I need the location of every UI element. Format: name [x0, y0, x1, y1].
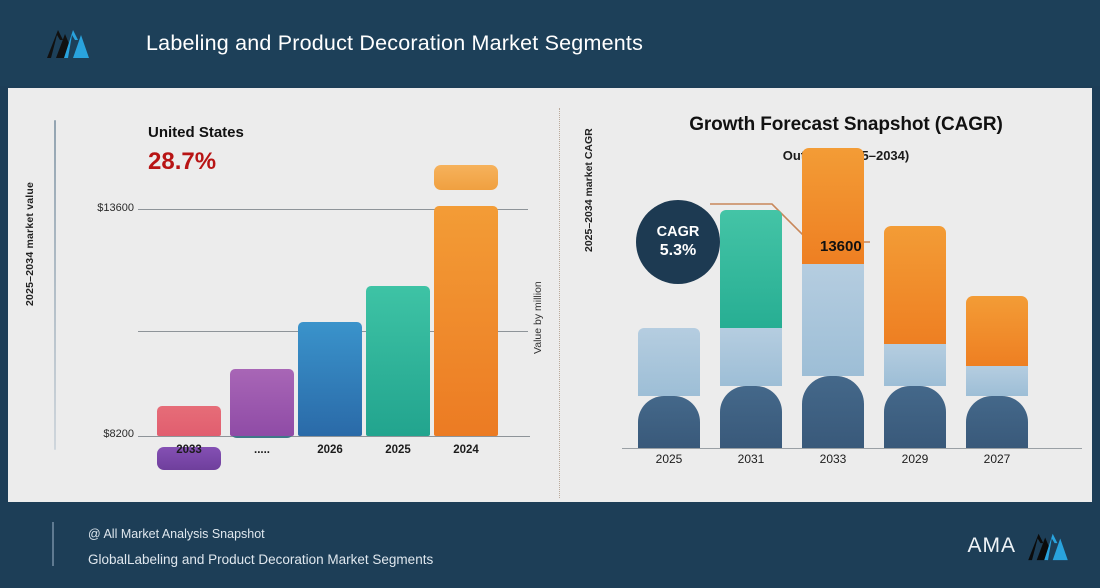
- segment-lightblue: [720, 328, 782, 386]
- left-y-axis-title: 2025–2034 market value: [24, 181, 36, 306]
- segment-lightblue: [884, 344, 946, 386]
- right-chart-panel: Growth Forecast Snapshot (CAGR) Outlook …: [600, 88, 1092, 502]
- segment-slate: [884, 386, 946, 448]
- right-y-axis-title: 2025–2034 market CAGR: [583, 128, 595, 252]
- segment-slate: [638, 396, 700, 448]
- right-chart-title: Growth Forecast Snapshot (CAGR): [689, 114, 1003, 135]
- segment-lightblue: [966, 366, 1028, 396]
- header-bar: Labeling and Product Decoration Market S…: [0, 0, 1100, 86]
- ama-mountain-logo-icon: [45, 26, 91, 60]
- footer-brand-word: AMA: [967, 534, 1016, 557]
- left-y-axis-line: [54, 120, 56, 450]
- cagr-badge-value: 5.3%: [659, 241, 697, 259]
- left-xcat-3: 2025: [385, 444, 411, 456]
- region-label: United States: [148, 124, 244, 141]
- segment-slate: [966, 396, 1028, 448]
- left-xcat-4: 2024: [453, 444, 479, 456]
- segment-orange: [966, 296, 1028, 366]
- y-tick-bottom: $8200: [103, 428, 134, 440]
- right-xcat-3: 2029: [901, 452, 929, 466]
- y-tick-top: $13600: [97, 202, 134, 214]
- segment-slate: [802, 376, 864, 448]
- bar-2025: [366, 286, 430, 436]
- region-value: 28.7%: [148, 148, 217, 175]
- stacked-bar-2029: [884, 226, 946, 448]
- footer-line-1: @ All Market Analysis Snapshot: [88, 527, 265, 541]
- bar-2026: [298, 322, 362, 436]
- stacked-bar-2033: [802, 148, 864, 448]
- value-by-million-label: Value by million: [532, 281, 544, 354]
- footer-bar: @ All Market Analysis Snapshot GlobalLab…: [0, 502, 1100, 588]
- bar-2024: [434, 206, 498, 436]
- gridline-top: [138, 209, 528, 210]
- segment-orange: [802, 148, 864, 264]
- left-baseline: [138, 436, 530, 437]
- segment-teal: [720, 210, 782, 328]
- page-title: Labeling and Product Decoration Market S…: [146, 30, 644, 55]
- segment-orange: [884, 226, 946, 344]
- panel-divider: [559, 108, 560, 498]
- footer-divider: [52, 522, 54, 566]
- stacked-bar-2027: [966, 296, 1028, 448]
- right-xcat-1: 2031: [737, 452, 765, 466]
- marker-pill-2024: [434, 165, 498, 190]
- bar-callout-value: 13600: [820, 238, 862, 255]
- left-xcat-1: .....: [254, 444, 270, 456]
- right-xcat-2: 2033: [819, 452, 847, 466]
- cagr-badge: CAGR 5.3%: [636, 200, 720, 284]
- right-xcat-4: 2027: [983, 452, 1011, 466]
- footer-line-2: GlobalLabeling and Product Decoration Ma…: [88, 552, 434, 567]
- stacked-bar-2025: [638, 328, 700, 448]
- left-xcat-2: 2026: [317, 444, 343, 456]
- ama-mountain-logo-icon: [1028, 533, 1068, 561]
- footer-brand: AMA: [967, 530, 1070, 562]
- bar-2033: [157, 406, 221, 436]
- right-baseline: [622, 448, 1082, 449]
- bar-dots: [230, 369, 294, 436]
- segment-lightblue: [802, 264, 864, 376]
- right-xcat-0: 2025: [655, 452, 683, 466]
- stacked-bar-2031: [720, 210, 782, 448]
- segment-lightblue: [638, 328, 700, 396]
- segment-slate: [720, 386, 782, 448]
- marker-pill-2033: [157, 447, 221, 470]
- left-xcat-0: 2033: [176, 444, 202, 456]
- left-chart-panel: 2025–2034 market value United States 28.…: [8, 88, 559, 502]
- cagr-badge-label: CAGR: [656, 224, 700, 241]
